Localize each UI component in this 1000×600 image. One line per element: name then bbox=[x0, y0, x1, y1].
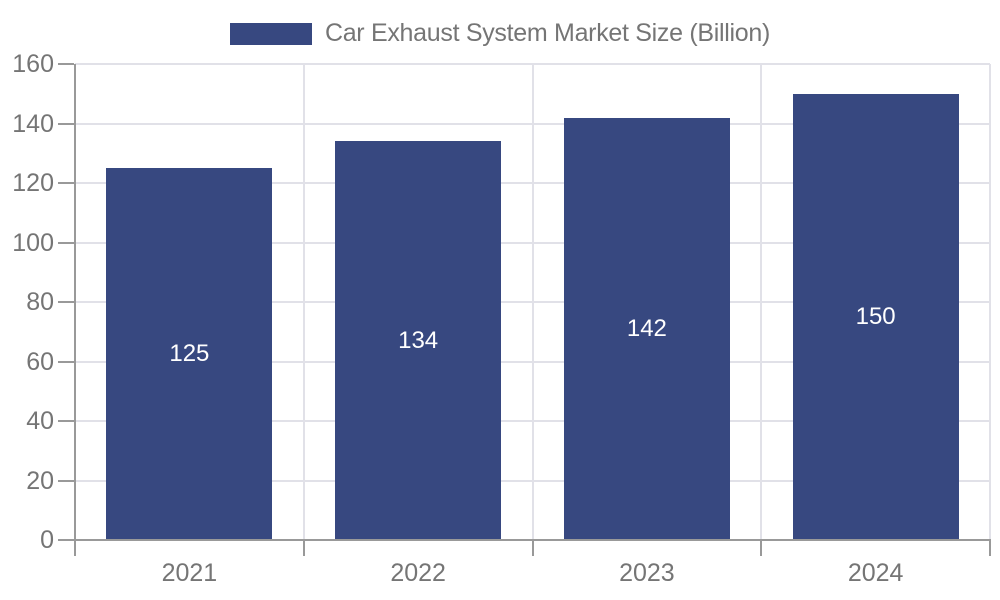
x-axis-tick-label: 2024 bbox=[847, 559, 904, 587]
y-axis-tick bbox=[58, 360, 74, 363]
y-axis-tick bbox=[58, 539, 74, 541]
y-axis-tick bbox=[58, 479, 74, 482]
x-axis-tick bbox=[989, 540, 991, 556]
x-axis-tick bbox=[531, 540, 534, 556]
y-axis-tick bbox=[58, 420, 74, 422]
y-axis-tick-label: 160 bbox=[12, 50, 54, 78]
bar-2023[interactable]: 142 bbox=[563, 117, 730, 540]
gridline-vertical bbox=[760, 64, 763, 540]
x-axis-tick-label: 2021 bbox=[161, 559, 218, 587]
y-axis-tick-label: 100 bbox=[12, 228, 54, 257]
y-axis-tick-label: 0 bbox=[40, 526, 54, 554]
legend-label: Car Exhaust System Market Size (Billion) bbox=[324, 19, 771, 47]
x-axis-tick-label: 2022 bbox=[390, 559, 446, 587]
x-axis-tick-label: 2023 bbox=[619, 559, 675, 587]
legend-swatch bbox=[229, 22, 312, 45]
gridline-vertical bbox=[302, 64, 305, 540]
x-axis-tick bbox=[74, 540, 76, 556]
x-axis-tick bbox=[760, 540, 763, 556]
chart-legend[interactable]: Car Exhaust System Market Size (Billion) bbox=[0, 19, 1000, 48]
bar-value-label: 142 bbox=[626, 314, 667, 342]
bar-value-label: 125 bbox=[169, 340, 210, 368]
y-axis-tick-label: 140 bbox=[12, 109, 54, 138]
y-axis-tick-label: 40 bbox=[26, 407, 54, 435]
y-axis-line bbox=[74, 64, 76, 542]
bar-value-label: 150 bbox=[855, 302, 896, 330]
gridline-vertical bbox=[531, 64, 534, 540]
y-axis-tick bbox=[58, 182, 74, 184]
y-axis-tick bbox=[58, 63, 74, 65]
gridline-vertical bbox=[989, 64, 991, 540]
bar-2021[interactable]: 125 bbox=[106, 168, 273, 540]
bar-value-label: 134 bbox=[398, 326, 439, 354]
y-axis-tick bbox=[58, 241, 74, 244]
y-axis-tick-label: 80 bbox=[26, 288, 54, 316]
y-axis-tick-label: 20 bbox=[26, 466, 54, 495]
y-axis-tick-label: 120 bbox=[12, 169, 54, 197]
x-axis-tick bbox=[302, 540, 305, 556]
bar-2022[interactable]: 134 bbox=[335, 141, 502, 540]
y-axis-tick bbox=[58, 301, 74, 303]
y-axis-tick-label: 60 bbox=[26, 347, 54, 376]
bar-2024[interactable]: 150 bbox=[792, 93, 959, 540]
y-axis-tick bbox=[58, 122, 74, 125]
